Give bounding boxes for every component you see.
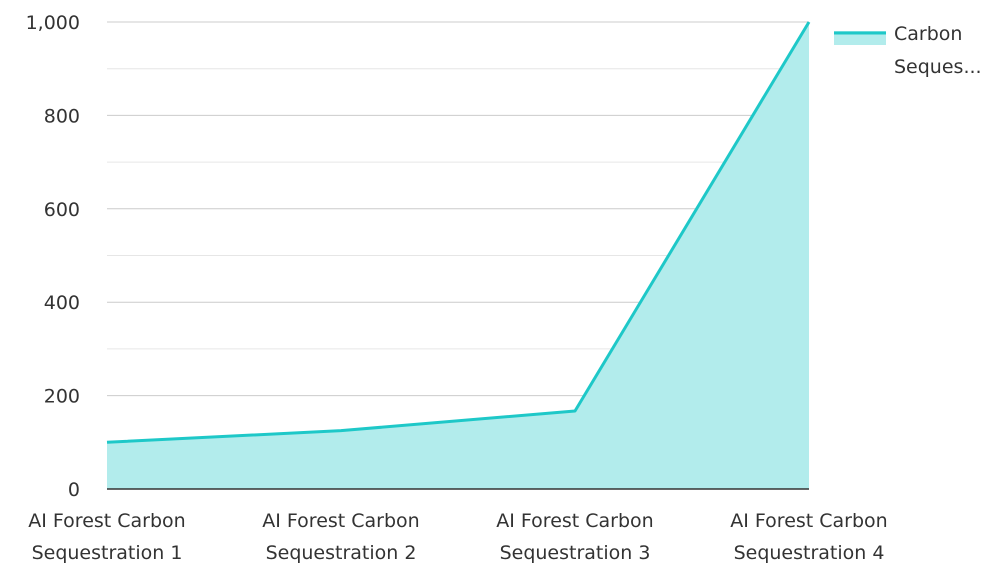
y-tick-label-200: 200 <box>44 386 80 408</box>
x-tick-label-1-line-2: Sequestration 1 <box>32 542 183 563</box>
legend-label-line-1: Carbon <box>894 23 962 45</box>
series-line <box>106 21 811 444</box>
x-tick-label-4-line-2: Sequestration 4 <box>734 542 885 563</box>
x-tick-label-3-line-1: AI Forest Carbon <box>496 510 653 532</box>
x-tick-label-4-line-1: AI Forest Carbon <box>730 510 887 532</box>
series-area-fill <box>107 22 809 489</box>
x-tick-label-2-line-2: Sequestration 2 <box>266 542 417 563</box>
x-axis-tick-labels: AI Forest Carbon Sequestration 1 AI Forest… <box>28 510 887 564</box>
x-tick-label-1-line-1: AI Forest Carbon <box>28 510 185 532</box>
y-tick-label-400: 400 <box>44 292 80 314</box>
legend-label-line-2: Seques... <box>894 56 982 78</box>
y-tick-label-1000: 1,000 <box>26 12 80 34</box>
x-tick-label-2-line-1: AI Forest Carbon <box>262 510 419 532</box>
legend: Carbon Seques... <box>834 23 982 78</box>
grid-lines <box>107 21 809 443</box>
series-area-layer <box>106 21 811 489</box>
y-tick-label-0: 0 <box>68 479 80 501</box>
y-tick-label-600: 600 <box>44 199 80 221</box>
y-axis-tick-labels: 0 200 400 600 800 1,000 <box>26 12 80 501</box>
x-tick-label-3-line-2: Sequestration 3 <box>500 542 651 563</box>
y-tick-label-800: 800 <box>44 105 80 127</box>
